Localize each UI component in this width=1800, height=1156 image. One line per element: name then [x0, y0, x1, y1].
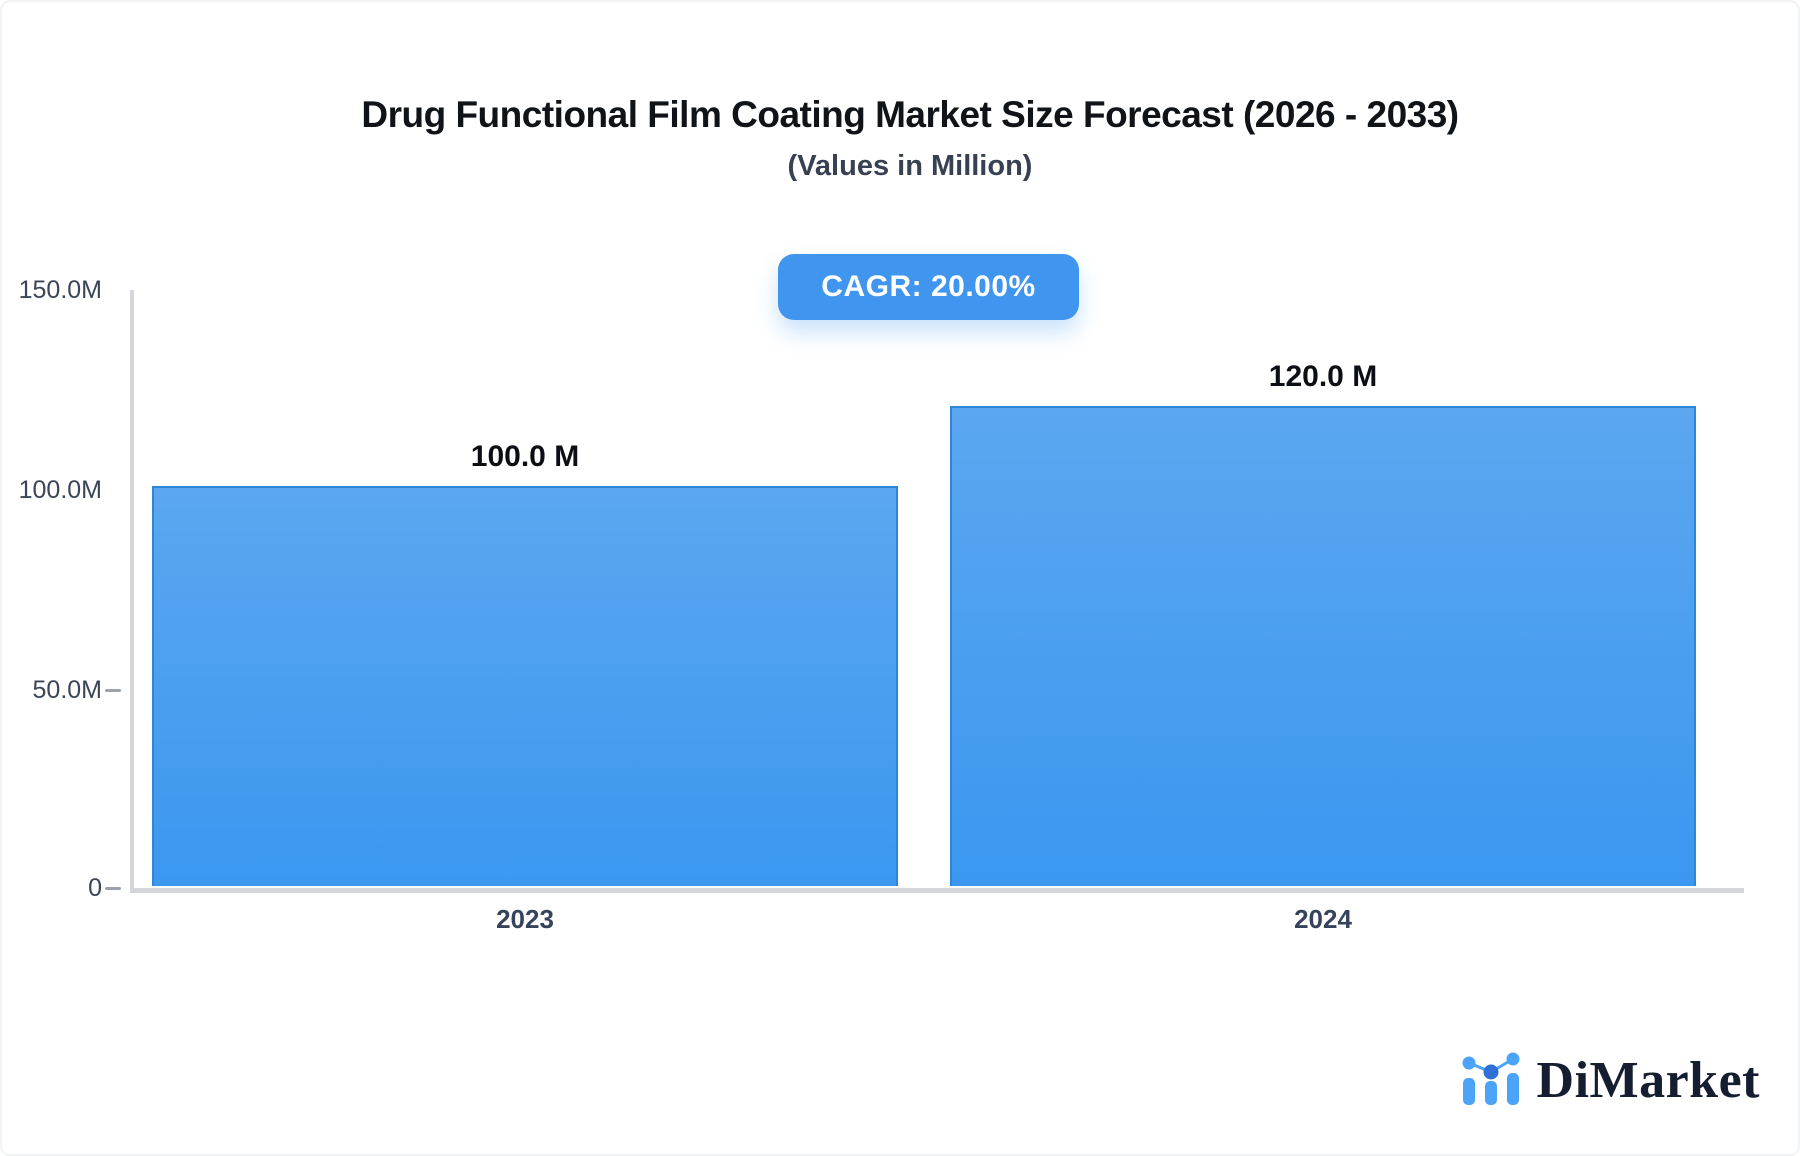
brand-logo: DiMarket: [1461, 1048, 1760, 1109]
chart-subtitle: (Values in Million): [787, 150, 1033, 182]
bar-value-2024: 120.0 M: [1268, 360, 1378, 393]
x-label-2023: 2023: [496, 904, 554, 934]
chart-header: Drug Functional Film Coating Market Size…: [22, 2, 1798, 183]
bar-2024: [950, 406, 1696, 886]
y-tick-dash-50: [105, 689, 121, 692]
y-tick-dash-0: [105, 887, 121, 890]
x-label-2024: 2024: [1294, 904, 1352, 934]
y-tick-50: 50.0M: [32, 676, 102, 704]
chart-title: Drug Functional Film Coating Market Size…: [361, 94, 1459, 135]
x-axis-line: [130, 888, 1744, 893]
cagr-badge: CAGR: 20.00%: [778, 254, 1079, 320]
bar-value-2023: 100.0 M: [470, 440, 580, 473]
y-tick-100: 100.0M: [18, 476, 102, 504]
y-axis-line: [130, 290, 134, 890]
bar-2023: [152, 486, 898, 886]
y-tick-150: 150.0M: [18, 276, 102, 304]
mini-bar-chart-icon: [1461, 1048, 1523, 1106]
logo-text: DiMarket: [1536, 1052, 1760, 1109]
y-tick-0: 0: [88, 874, 102, 902]
